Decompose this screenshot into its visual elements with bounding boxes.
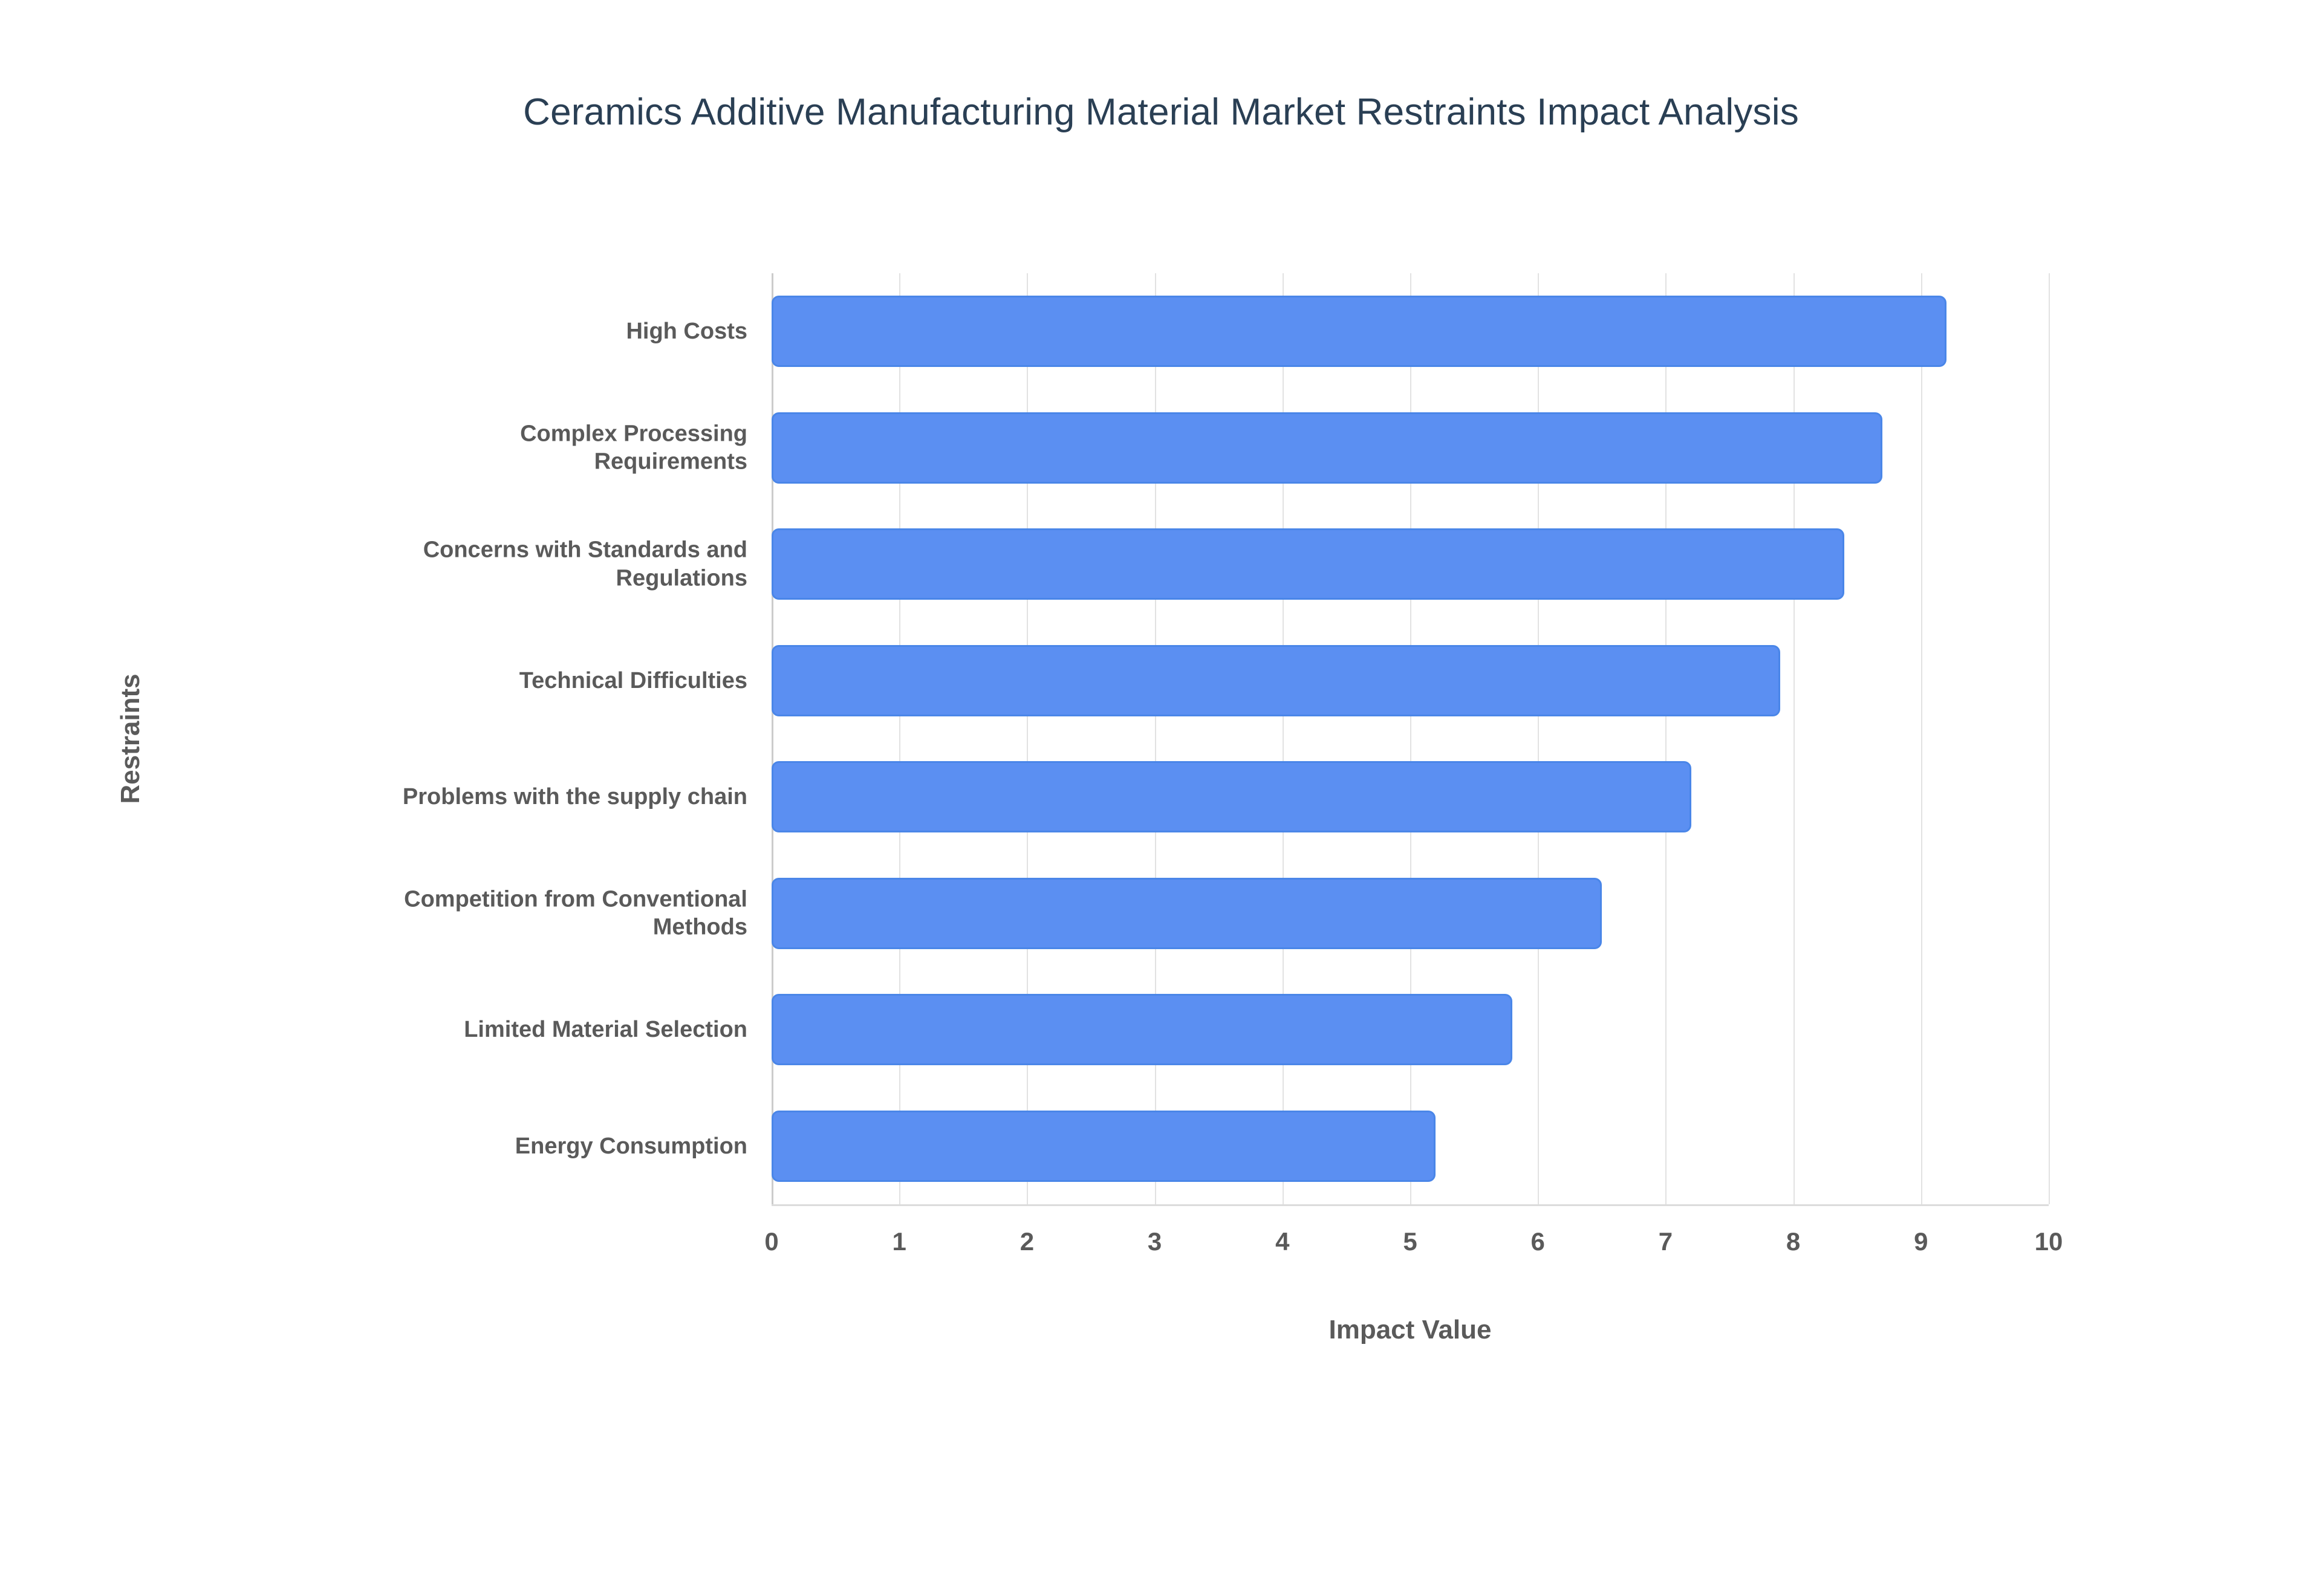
x-tick-label: 4 — [1275, 1227, 1290, 1256]
x-tick-label: 3 — [1147, 1227, 1162, 1256]
bar-row[interactable] — [772, 739, 1691, 855]
bar[interactable] — [772, 644, 1781, 716]
bar[interactable] — [772, 877, 1602, 949]
bar-row[interactable] — [772, 506, 1845, 623]
bar[interactable] — [772, 761, 1691, 833]
y-tick-label: Technical Difficulties — [519, 667, 747, 693]
gridline-x-7 — [1665, 273, 1667, 1204]
bar-row[interactable] — [772, 273, 1947, 390]
x-tick-label: 8 — [1786, 1227, 1801, 1256]
bar[interactable] — [772, 994, 1512, 1066]
gridline-x-4 — [1282, 273, 1284, 1204]
x-tick-label: 5 — [1403, 1227, 1417, 1256]
x-tick-label: 7 — [1658, 1227, 1673, 1256]
bar[interactable] — [772, 412, 1883, 484]
bar[interactable] — [772, 528, 1845, 600]
bar-row[interactable] — [772, 623, 1781, 739]
y-tick-label: Limited Material Selection — [464, 1017, 747, 1043]
x-tick-label: 6 — [1530, 1227, 1545, 1256]
gridline-x-6 — [1538, 273, 1540, 1204]
bar[interactable] — [772, 1110, 1436, 1182]
gridline-x-2 — [1027, 273, 1029, 1204]
bar[interactable] — [772, 296, 1947, 368]
gridline-x-3 — [1154, 273, 1156, 1204]
y-axis-title: Restraints — [115, 673, 145, 804]
y-tick-label: Complex Processing Requirements — [520, 421, 747, 475]
x-tick-label: 10 — [2034, 1227, 2063, 1256]
x-tick-label: 2 — [1020, 1227, 1035, 1256]
plot-area — [772, 273, 2050, 1205]
y-tick-label: Concerns with Standards and Regulations — [423, 537, 747, 591]
y-tick-label: Energy Consumption — [515, 1133, 747, 1159]
gridline-x-1 — [899, 273, 901, 1204]
chart-title: Ceramics Additive Manufacturing Material… — [523, 91, 1799, 133]
gridline-x-10 — [2049, 273, 2050, 1204]
gridline-x-0 — [772, 273, 773, 1204]
gridline-x-5 — [1410, 273, 1411, 1204]
y-tick-label: Competition from Conventional Methods — [404, 886, 747, 940]
x-tick-label: 1 — [892, 1227, 906, 1256]
bar-row[interactable] — [772, 972, 1512, 1088]
x-tick-label: 9 — [1914, 1227, 1928, 1256]
x-tick-label: 0 — [764, 1227, 779, 1256]
gridline-x-8 — [1793, 273, 1795, 1204]
bar-row[interactable] — [772, 1088, 1436, 1205]
x-axis-title: Impact Value — [1328, 1315, 1492, 1345]
bar-row[interactable] — [772, 855, 1602, 972]
y-tick-label: Problems with the supply chain — [402, 784, 747, 810]
x-axis-line — [772, 1204, 2049, 1206]
gridline-x-9 — [1920, 273, 1922, 1204]
bar-row[interactable] — [772, 390, 1883, 507]
y-tick-label: High Costs — [626, 319, 747, 345]
